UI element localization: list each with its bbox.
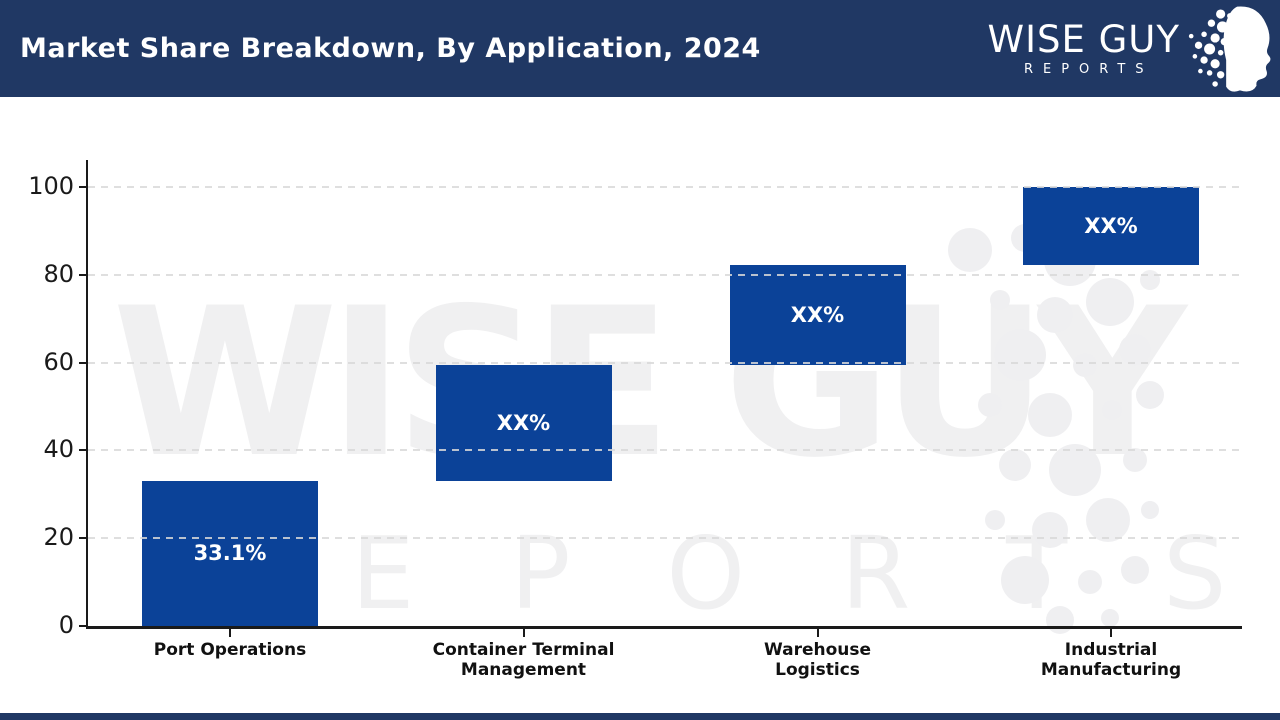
header-bar: Market Share Breakdown, By Application, … bbox=[0, 0, 1280, 97]
y-axis-tick-mark bbox=[79, 186, 88, 188]
x-axis-category-line: Container Terminal bbox=[432, 640, 615, 660]
x-axis-category-label: Warehouse Logistics bbox=[688, 640, 948, 681]
bar-value-label: XX% bbox=[790, 302, 845, 327]
y-axis-tick-mark bbox=[79, 537, 88, 540]
x-axis-tick-mark bbox=[816, 628, 819, 637]
waterfall-bar-segment: XX% bbox=[1023, 187, 1199, 265]
x-axis-tick-mark bbox=[522, 628, 525, 637]
y-axis-tick-label: 100 bbox=[28, 172, 74, 200]
bar-value-label: XX% bbox=[1084, 213, 1138, 238]
x-axis-category-line: Warehouse bbox=[763, 640, 872, 660]
y-axis-tick-label: 0 bbox=[58, 611, 74, 639]
y-axis-tick-label: 60 bbox=[43, 347, 74, 376]
y-axis-tick-mark bbox=[79, 273, 88, 276]
x-axis-category-line: Industrial bbox=[1064, 640, 1158, 660]
logo-subtitle: REPORTS bbox=[1023, 62, 1154, 77]
y-gridline bbox=[88, 186, 1242, 188]
wiseguy-logo: WISE GUY REPORTS bbox=[988, 3, 1274, 95]
waterfall-chart: 0 20 40 60 80 100 33.1% XX% XX% XX% Port Operation… bbox=[0, 97, 1280, 713]
x-axis-category-line: Manufacturing bbox=[1040, 660, 1182, 681]
y-gridline bbox=[88, 537, 1242, 540]
page-title: Market Share Breakdown, By Application, … bbox=[20, 33, 761, 64]
y-gridline bbox=[88, 273, 1242, 276]
bar-value-label: XX% bbox=[496, 410, 551, 435]
x-axis-line bbox=[86, 626, 1242, 629]
wiseguy-head-icon bbox=[1188, 6, 1271, 92]
y-axis-line bbox=[86, 160, 88, 628]
wiseguy-logo-text: WISE GUY REPORTS bbox=[988, 21, 1180, 76]
y-axis-tick-mark bbox=[79, 449, 88, 452]
y-axis-tick-label: 20 bbox=[43, 523, 74, 552]
waterfall-bar-segment: XX% bbox=[729, 264, 906, 365]
x-axis-category-label: Container Terminal Management bbox=[394, 640, 654, 681]
x-axis-category-label: Port Operations bbox=[100, 640, 360, 660]
waterfall-bar-segment: XX% bbox=[435, 364, 612, 481]
y-gridline bbox=[88, 449, 1242, 452]
y-axis-tick-label: 40 bbox=[43, 435, 74, 464]
x-axis-tick-mark bbox=[229, 628, 231, 637]
logo-wordmark: WISE GUY bbox=[987, 18, 1180, 61]
x-axis-category-label: Industrial Manufacturing bbox=[981, 640, 1241, 681]
y-gridline bbox=[88, 361, 1242, 364]
bar-value-label: 33.1% bbox=[193, 541, 267, 566]
x-axis-category-line: Management bbox=[460, 660, 587, 681]
y-axis-tick-label: 80 bbox=[43, 259, 74, 288]
y-axis-tick-mark bbox=[79, 361, 88, 364]
x-axis-category-line: Logistics bbox=[775, 660, 860, 681]
x-axis-category-line: Port Operations bbox=[153, 640, 307, 660]
x-axis-tick-mark bbox=[1110, 628, 1112, 637]
y-axis-tick-mark bbox=[79, 625, 88, 627]
waterfall-bar-segment: 33.1% bbox=[142, 480, 318, 626]
footer-bar bbox=[0, 713, 1280, 720]
